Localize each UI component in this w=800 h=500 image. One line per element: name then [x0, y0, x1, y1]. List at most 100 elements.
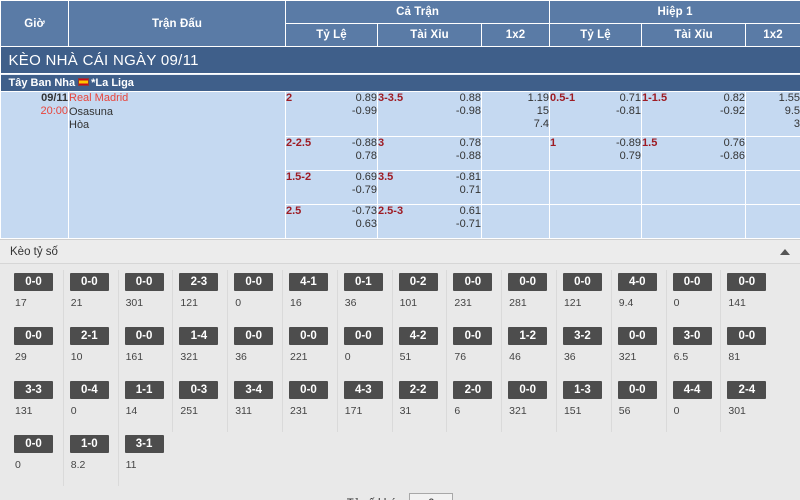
score-item[interactable]: 0-0 81 — [720, 324, 775, 378]
league-row[interactable]: Tây Ban Nha *La Liga — [0, 74, 800, 91]
half-handicap-cell-1[interactable]: 0.5-1 0.71 -0.81 — [549, 91, 643, 137]
score-chip[interactable]: 0-0 — [617, 327, 657, 345]
score-item[interactable]: 0-0 321 — [501, 378, 556, 432]
score-item[interactable]: 0-0 0 — [8, 432, 63, 486]
score-panel-header[interactable]: Kèo tỷ số — [0, 239, 800, 264]
score-item[interactable]: 0-0 36 — [227, 324, 282, 378]
half-1x2-cell-1[interactable]: 1.55 9.5 3 — [745, 91, 800, 137]
score-chip[interactable]: 0-0 — [14, 435, 53, 453]
score-item[interactable]: 0-0 141 — [720, 270, 775, 324]
score-item[interactable]: 2-0 6 — [446, 378, 501, 432]
half-handicap-cell-2[interactable]: 1 -0.89 0.79 — [549, 136, 643, 171]
score-chip[interactable]: 3-3 — [14, 381, 53, 399]
score-item[interactable]: 0-2 101 — [391, 270, 447, 324]
score-item[interactable]: 0-0 0 — [665, 270, 721, 324]
score-chip[interactable]: 0-0 — [69, 273, 109, 291]
table-row[interactable]: 2.5 -0.73 0.63 2.5-3 0.61 -0.71 — [1, 204, 800, 239]
score-chip[interactable]: 0-0 — [727, 273, 767, 291]
draw-label[interactable]: Hòa — [69, 119, 90, 131]
full-overunder-cell-3[interactable]: 3.5 -0.81 0.71 — [377, 170, 482, 205]
score-chip[interactable]: 1-3 — [562, 381, 602, 399]
score-chip[interactable]: 2-0 — [453, 381, 493, 399]
score-chip[interactable]: 4-1 — [288, 273, 328, 291]
full-overunder-cell-2[interactable]: 3 0.78 -0.88 — [377, 136, 482, 171]
away-team[interactable]: Osasuna — [69, 105, 114, 118]
full-handicap-cell-1[interactable]: 2 0.89 -0.99 — [285, 91, 378, 137]
score-chip[interactable]: 1-1 — [124, 381, 164, 399]
score-item[interactable]: 2-2 31 — [391, 378, 447, 432]
score-chip[interactable]: 0-0 — [453, 327, 493, 345]
score-chip[interactable]: 0-1 — [343, 273, 383, 291]
score-chip[interactable]: 1-2 — [508, 327, 548, 345]
home-team[interactable]: Real Madrid — [69, 92, 129, 104]
score-chip[interactable]: 3-1 — [124, 435, 164, 453]
score-item[interactable]: 1-2 46 — [501, 324, 556, 378]
score-chip[interactable]: 0-0 — [124, 273, 164, 291]
score-item[interactable]: 3-3 131 — [8, 378, 63, 432]
score-item[interactable]: 0-0 231 — [281, 378, 337, 432]
score-item[interactable]: 3-4 311 — [227, 378, 282, 432]
score-item[interactable]: 4-3 171 — [336, 378, 392, 432]
table-row[interactable]: 2-2.5 -0.88 0.78 3 0.78 -0.88 1 — [1, 136, 800, 171]
score-chip[interactable]: 0-0 — [453, 273, 493, 291]
score-item[interactable]: 2-3 121 — [172, 270, 227, 324]
score-item[interactable]: 3-1 11 — [117, 432, 173, 486]
score-item[interactable]: 0-0 76 — [446, 324, 501, 378]
score-chip[interactable]: 4-3 — [343, 381, 383, 399]
score-chip[interactable]: 0-0 — [727, 327, 767, 345]
score-item[interactable]: 0-0 21 — [62, 270, 118, 324]
score-chip[interactable]: 0-0 — [124, 327, 164, 345]
score-chip[interactable]: 0-0 — [234, 273, 274, 291]
score-chip[interactable]: 1-4 — [179, 327, 219, 345]
score-item[interactable]: 4-2 51 — [391, 324, 447, 378]
score-chip[interactable]: 2-4 — [727, 381, 767, 399]
score-item[interactable]: 0-0 321 — [610, 324, 666, 378]
score-chip[interactable]: 2-1 — [69, 327, 109, 345]
score-item[interactable]: 3-0 6.5 — [665, 324, 721, 378]
score-item[interactable]: 2-1 10 — [62, 324, 118, 378]
score-item[interactable]: 0-0 221 — [281, 324, 337, 378]
score-chip[interactable]: 1-0 — [69, 435, 109, 453]
full-handicap-cell-2[interactable]: 2-2.5 -0.88 0.78 — [285, 136, 378, 171]
score-item[interactable]: 0-0 281 — [501, 270, 556, 324]
score-item[interactable]: 0-1 36 — [336, 270, 392, 324]
score-item[interactable]: 0-0 29 — [8, 324, 63, 378]
score-chip[interactable]: 0-0 — [508, 381, 548, 399]
score-chip[interactable]: 4-2 — [398, 327, 438, 345]
half-overunder-cell-1[interactable]: 1-1.5 0.82 -0.92 — [641, 91, 747, 137]
score-chip[interactable]: 0-3 — [179, 381, 219, 399]
score-item[interactable]: 1-0 8.2 — [62, 432, 118, 486]
table-row[interactable]: 09/11 20:00 Real Madrid Osasuna Hòa 2 0.… — [0, 91, 800, 239]
half-overunder-cell-2[interactable]: 1.5 0.76 -0.86 — [641, 136, 747, 171]
score-chip[interactable]: 0-0 — [234, 327, 274, 345]
score-item[interactable]: 4-0 9.4 — [610, 270, 666, 324]
score-item[interactable]: 0-0 121 — [555, 270, 611, 324]
score-chip[interactable]: 0-4 — [69, 381, 109, 399]
caret-up-icon[interactable] — [780, 248, 790, 255]
score-chip[interactable]: 2-2 — [398, 381, 438, 399]
full-handicap-cell-4[interactable]: 2.5 -0.73 0.63 — [285, 204, 378, 239]
full-overunder-cell-1[interactable]: 3-3.5 0.88 -0.98 — [377, 91, 482, 137]
score-chip[interactable]: 0-0 — [14, 273, 53, 291]
score-chip[interactable]: 3-4 — [234, 381, 274, 399]
score-chip[interactable]: 0-0 — [288, 381, 328, 399]
score-chip[interactable]: 0-0 — [508, 273, 548, 291]
score-chip[interactable]: 2-3 — [179, 273, 219, 291]
score-chip[interactable]: 0-0 — [288, 327, 328, 345]
score-chip[interactable]: 0-0 — [343, 327, 383, 345]
score-item[interactable]: 0-0 231 — [446, 270, 501, 324]
full-overunder-cell-4[interactable]: 2.5-3 0.61 -0.71 — [377, 204, 482, 239]
score-item[interactable]: 0-0 0 — [336, 324, 392, 378]
score-item[interactable]: 3-2 36 — [555, 324, 611, 378]
full-1x2-cell-1[interactable]: 1.19 15 7.4 — [480, 91, 551, 137]
score-item[interactable]: 1-3 151 — [555, 378, 611, 432]
score-item[interactable]: 0-0 56 — [610, 378, 666, 432]
score-chip[interactable]: 0-0 — [617, 381, 657, 399]
score-chip[interactable]: 3-0 — [672, 327, 712, 345]
other-score-value[interactable]: 0 — [409, 493, 454, 500]
score-item[interactable]: 4-4 0 — [665, 378, 721, 432]
score-item[interactable]: 0-0 161 — [117, 324, 173, 378]
score-item[interactable]: 1-1 14 — [117, 378, 173, 432]
score-chip[interactable]: 0-0 — [672, 273, 712, 291]
score-item[interactable]: 2-4 301 — [720, 378, 775, 432]
